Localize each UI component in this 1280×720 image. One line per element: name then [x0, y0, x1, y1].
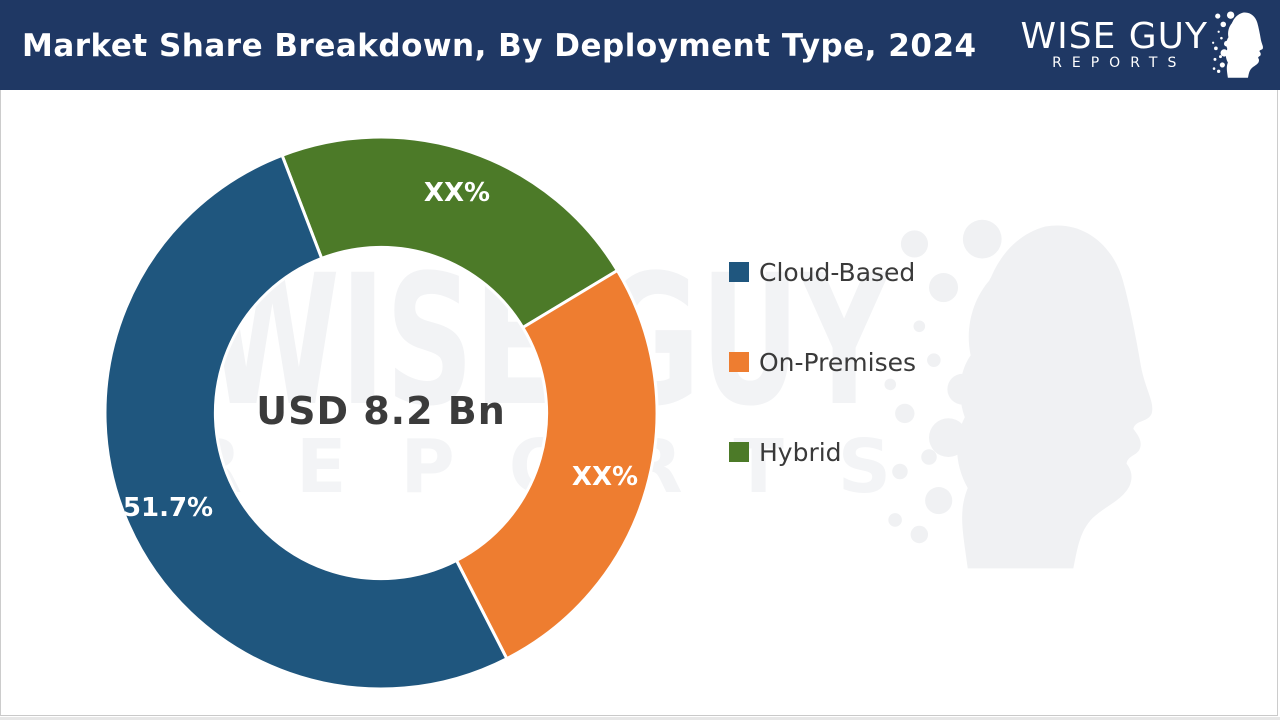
legend-label-on-premises: On-Premises — [759, 347, 917, 377]
donut-center-value: USD 8.2 Bn — [256, 389, 506, 433]
logo-wiseguy-text: WISE GUY — [1020, 16, 1208, 58]
legend-item-on-premises: On-Premises — [729, 347, 916, 377]
logo-face-icon — [1212, 11, 1263, 78]
legend-swatch-cloud-based — [729, 262, 749, 282]
page-title: Market Share Breakdown, By Deployment Ty… — [22, 28, 977, 64]
segment-value-on-premises: XX% — [571, 462, 639, 492]
donut-chart — [103, 135, 659, 691]
logo-text: WISE GUY REPORTS — [1021, 18, 1209, 71]
donut-segment-hybrid — [280, 135, 619, 330]
legend-label-cloud-based: Cloud-Based — [759, 257, 916, 287]
bottom-strip — [0, 717, 1280, 720]
segment-value-hybrid: XX% — [423, 178, 491, 208]
legend-swatch-hybrid — [729, 442, 749, 462]
donut-segment-cloud-based — [103, 153, 509, 691]
legend-item-hybrid: Hybrid — [729, 437, 916, 467]
segment-value-cloud-based: 51.7% — [122, 493, 214, 523]
chart-legend: Cloud-Based On-Premises Hybrid — [729, 257, 916, 467]
watermark-face-graphic — [884, 219, 1153, 569]
donut-segment-on-premises — [454, 269, 659, 661]
legend-swatch-on-premises — [729, 352, 749, 372]
wise-guy-reports-logo: WISE GUY REPORTS — [1021, 10, 1267, 80]
legend-item-cloud-based: Cloud-Based — [729, 257, 916, 287]
header-bar: Market Share Breakdown, By Deployment Ty… — [0, 0, 1280, 90]
legend-label-hybrid: Hybrid — [759, 437, 842, 467]
logo-reports-text: REPORTS — [1052, 55, 1187, 72]
